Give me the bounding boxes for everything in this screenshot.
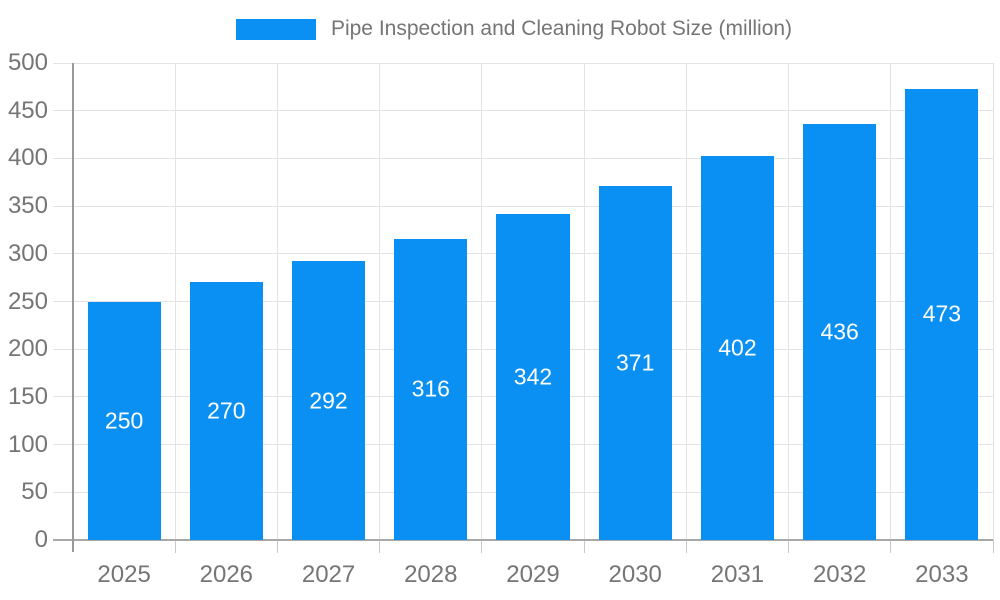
y-tick-label: 50 [21,478,48,506]
x-axis-line [53,539,993,541]
gridline-horizontal [53,62,993,64]
x-tick-label: 2025 [97,561,151,588]
bar-value-label: 270 [207,397,246,424]
gridline-vertical [276,63,278,540]
y-tick-label: 500 [7,49,48,76]
x-tick-label: 2028 [404,561,458,588]
x-tick-label: 2030 [608,561,662,588]
y-tick-label: 250 [7,287,48,315]
x-tick-label: 2029 [506,561,560,588]
bar-2026[interactable]: 270 [189,282,263,540]
y-tick-label: 350 [7,192,48,220]
y-tick-label: 300 [7,239,48,267]
x-axis-tick [276,540,278,553]
y-tick-label: 100 [7,430,48,458]
legend-label: Pipe Inspection and Cleaning Robot Size … [330,17,793,40]
bar-2027[interactable]: 292 [292,261,366,540]
x-tick-label: 2031 [710,561,765,588]
bar-value-label: 342 [513,363,553,390]
bar-2028[interactable]: 316 [394,238,468,540]
x-axis-tick [685,540,687,553]
x-axis-tick [890,540,892,553]
y-tick-label: 200 [7,335,48,363]
gridline-vertical [481,63,483,540]
bar-value-label: 292 [309,387,348,414]
y-axis-line [72,63,74,552]
gridline-vertical [174,63,176,540]
x-tick-label: 2026 [199,561,254,588]
x-axis-tick [379,540,381,553]
x-axis-tick [174,540,176,553]
gridline-vertical [890,63,892,540]
x-tick-label: 2032 [812,561,867,588]
gridline-horizontal [53,205,993,207]
y-tick-label: 450 [7,96,48,124]
gridline-vertical [788,63,790,540]
x-tick-label: 2033 [915,561,969,588]
bar-2029[interactable]: 342 [496,213,570,540]
bar-2033[interactable]: 473 [905,88,979,540]
gridline-vertical [583,63,585,540]
legend-swatch [235,18,316,40]
x-axis-tick [788,540,790,553]
y-tick-label: 150 [7,382,48,410]
x-axis-tick [481,540,483,553]
bar-value-label: 316 [411,375,450,402]
bar-value-label: 473 [922,300,962,327]
y-tick-label: 400 [7,144,48,172]
bar-value-label: 436 [820,318,859,345]
x-axis-tick [583,540,585,553]
x-tick-label: 2027 [301,561,356,588]
gridline-horizontal [53,157,993,159]
bar-2031[interactable]: 402 [700,156,774,540]
chart-legend[interactable]: Pipe Inspection and Cleaning Robot Size … [14,17,1000,41]
bar-value-label: 250 [104,407,144,434]
y-tick-label: 0 [34,526,48,553]
bar-value-label: 371 [616,349,655,376]
gridline-vertical [992,63,994,540]
gridline-vertical [685,63,687,540]
bar-2030[interactable]: 371 [598,186,672,540]
bar-value-label: 402 [718,334,757,361]
x-axis-tick [992,540,994,553]
gridline-horizontal [53,110,993,112]
bar-2032[interactable]: 436 [803,124,877,540]
bar-2025[interactable]: 250 [87,301,161,540]
gridline-vertical [379,63,381,540]
